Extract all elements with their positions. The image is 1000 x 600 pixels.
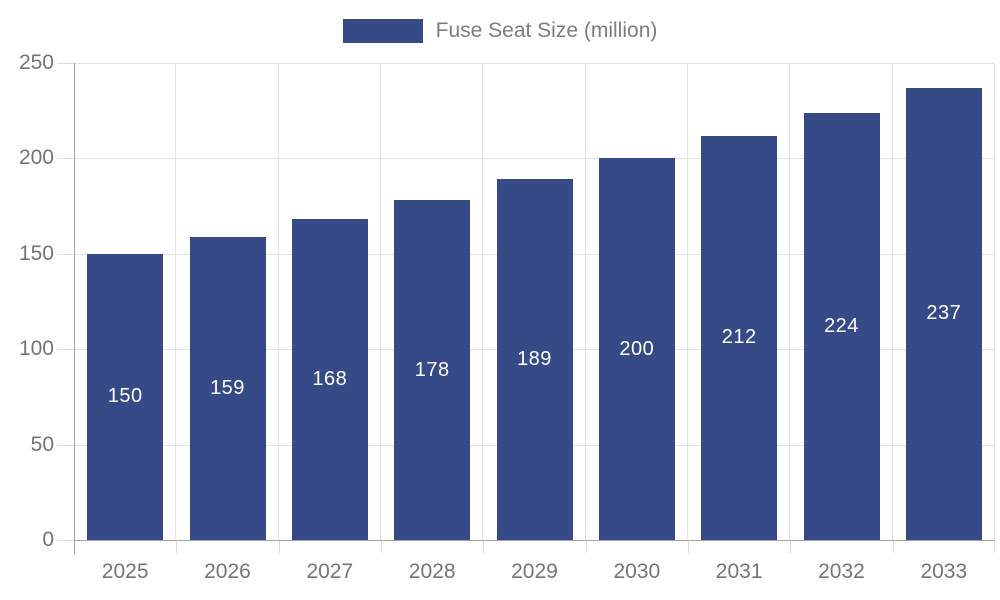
bar-value-label: 178 — [414, 358, 450, 381]
bar[interactable]: 189 — [496, 179, 573, 540]
x-axis-tick-label: 2032 — [818, 560, 865, 583]
bar-value-label: 159 — [210, 376, 245, 399]
x-axis-tick — [278, 540, 280, 553]
x-axis-tick — [790, 540, 792, 553]
vertical-gridline — [789, 63, 791, 540]
bar-value-label: 189 — [517, 348, 552, 371]
vertical-gridline — [175, 63, 177, 540]
x-axis-tick-label: 2026 — [204, 560, 251, 583]
horizontal-gridline — [74, 63, 995, 64]
x-axis-tick — [585, 540, 587, 553]
horizontal-gridline — [74, 158, 995, 160]
x-axis-tick-label: 2033 — [920, 560, 968, 583]
y-axis-line — [74, 63, 75, 554]
vertical-gridline — [277, 63, 279, 540]
bar[interactable]: 200 — [598, 158, 675, 540]
bar[interactable]: 178 — [394, 200, 471, 540]
x-axis-tick — [483, 540, 485, 553]
vertical-gridline — [584, 63, 586, 540]
x-axis-line — [74, 540, 995, 541]
bar[interactable]: 212 — [701, 135, 778, 540]
x-axis-tick — [381, 540, 382, 553]
x-axis-tick — [688, 540, 689, 553]
bar[interactable]: 159 — [189, 236, 266, 540]
chart-legend[interactable]: Fuse Seat Size (million) — [0, 17, 1000, 45]
vertical-gridline — [482, 63, 484, 540]
y-axis-tick — [57, 540, 74, 541]
vertical-gridline — [891, 63, 893, 540]
y-axis-tick-label: 200 — [18, 146, 54, 170]
x-axis-tick-label: 2027 — [306, 560, 354, 583]
x-axis-tick-label: 2030 — [613, 560, 661, 583]
bar-value-label: 168 — [312, 368, 348, 391]
bar-value-label: 224 — [824, 314, 859, 337]
x-axis-tick-label: 2025 — [101, 560, 149, 583]
x-axis-tick — [892, 540, 894, 553]
bar-value-label: 212 — [721, 326, 757, 349]
bar-value-label: 150 — [107, 385, 143, 408]
y-axis-tick-label: 0 — [42, 528, 54, 551]
bar[interactable]: 168 — [291, 219, 368, 540]
y-axis-tick — [57, 158, 74, 160]
vertical-gridline — [994, 63, 995, 540]
y-axis-tick-label: 100 — [18, 337, 54, 361]
legend-swatch — [342, 19, 423, 43]
x-axis-tick-label: 2031 — [715, 560, 763, 583]
bar-value-label: 237 — [926, 302, 962, 325]
x-axis-tick-label: 2029 — [511, 560, 558, 583]
vertical-gridline — [380, 63, 381, 540]
legend-label: Fuse Seat Size (million) — [435, 19, 658, 42]
vertical-gridline — [687, 63, 688, 540]
bar-value-label: 200 — [619, 337, 655, 360]
x-axis-tick — [994, 540, 995, 553]
plot-area: 150 159 168 178 189 200 212 224 237 — [74, 63, 995, 540]
y-axis-tick — [57, 63, 74, 64]
y-axis-tick — [57, 444, 74, 446]
y-axis-tick — [57, 253, 74, 255]
y-axis-tick-label: 250 — [18, 51, 54, 74]
y-axis-tick — [57, 349, 74, 351]
bar[interactable]: 237 — [905, 87, 982, 540]
y-axis-tick-label: 150 — [18, 241, 54, 265]
y-axis-tick-label: 50 — [30, 432, 54, 456]
x-axis-tick-label: 2028 — [408, 560, 456, 583]
x-axis-tick — [176, 540, 178, 553]
bar[interactable]: 150 — [87, 253, 164, 540]
bar[interactable]: 224 — [803, 112, 880, 540]
